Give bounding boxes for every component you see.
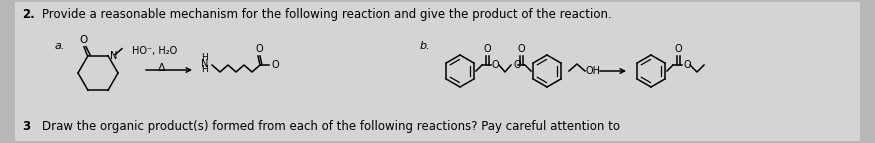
Text: N: N	[110, 51, 117, 61]
Text: O: O	[492, 60, 500, 70]
Text: Δ: Δ	[158, 63, 166, 73]
Text: O: O	[484, 44, 492, 54]
Text: HO⁻, H₂O: HO⁻, H₂O	[132, 46, 178, 56]
Text: O: O	[255, 44, 262, 54]
Text: a.: a.	[55, 41, 66, 51]
Text: O: O	[683, 60, 690, 70]
Text: H: H	[201, 65, 208, 75]
Text: H: H	[201, 53, 208, 62]
Text: b.: b.	[420, 41, 430, 51]
Text: O: O	[675, 44, 682, 54]
Text: O: O	[79, 35, 88, 45]
Text: Draw the organic product(s) formed from each of the following reactions? Pay car: Draw the organic product(s) formed from …	[42, 120, 620, 133]
Text: OH: OH	[585, 66, 600, 76]
Text: 2.: 2.	[22, 8, 35, 21]
Text: O: O	[271, 60, 278, 70]
Text: N: N	[201, 59, 209, 69]
Text: Provide a reasonable mechanism for the following reaction and give the product o: Provide a reasonable mechanism for the f…	[42, 8, 612, 21]
Text: O: O	[518, 44, 525, 54]
Text: O: O	[513, 60, 521, 70]
Text: 3: 3	[22, 120, 30, 133]
